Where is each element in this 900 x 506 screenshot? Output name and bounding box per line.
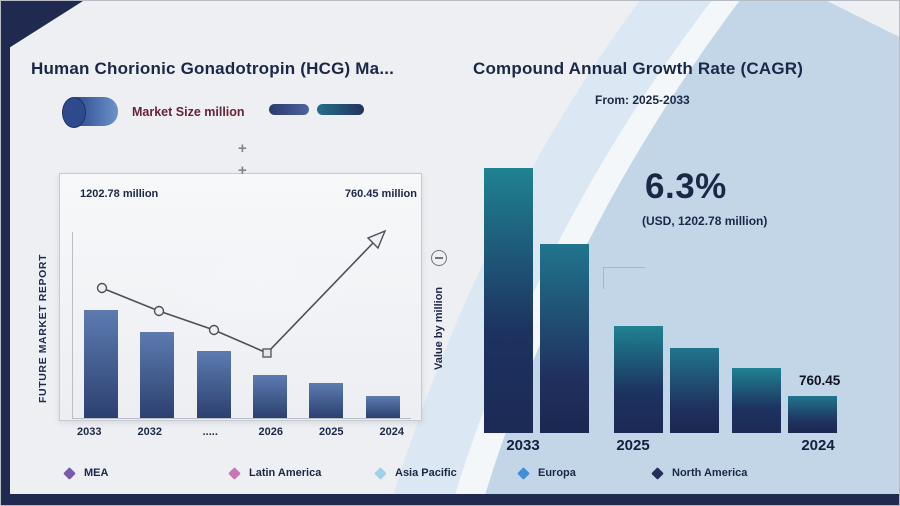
left-chart-bar-..... xyxy=(196,351,231,418)
left-chart-bar-2024 xyxy=(365,395,400,418)
decorative-bracket xyxy=(603,267,645,289)
right-chart-bar-2025-secondary xyxy=(670,348,719,433)
diamond-icon xyxy=(517,466,530,480)
legend-item-asia-pacific: Asia Pacific xyxy=(374,466,519,480)
trend-marker-circle xyxy=(153,305,165,317)
title-right: Compound Annual Growth Rate (CAGR) xyxy=(473,59,804,78)
legend-label: North America xyxy=(672,467,748,479)
legend-item-latin-america: Latin America xyxy=(228,466,376,480)
left-chart-bar-2032 xyxy=(140,332,175,418)
cylinder-icon xyxy=(62,97,118,128)
end-value-label: 760.45 xyxy=(799,373,841,388)
plus-icon: + xyxy=(238,162,247,179)
cagr-subtitle: (USD, 1202.78 million) xyxy=(642,214,768,228)
left-chart-max-label: 1202.78 million xyxy=(80,188,159,200)
future-market-report-label: FUTURE MARKET REPORT xyxy=(37,253,49,403)
right-chart-xlabel: 2024 xyxy=(801,437,835,454)
left-chart-xlabel: ..... xyxy=(202,426,218,438)
market-size-legend: Market Size million xyxy=(62,97,245,128)
left-chart-xlabel: 2032 xyxy=(137,426,162,438)
right-chart-xaxis: 2033 2025 2024 xyxy=(476,437,876,459)
trend-marker-circle xyxy=(208,324,220,336)
left-chart-xlabel: 2024 xyxy=(379,426,404,438)
legend-label: MEA xyxy=(84,467,109,479)
pill-navy-icon xyxy=(269,104,309,115)
right-chart-group-2025 xyxy=(614,151,719,433)
legend-item-north-america: North America xyxy=(651,466,748,480)
frame-bottom-bar xyxy=(1,494,899,505)
plus-icon: + xyxy=(238,140,247,157)
right-chart-bar-2033-primary xyxy=(484,167,533,433)
pill-teal-icon xyxy=(317,104,364,115)
right-chart-bar-2033-secondary xyxy=(540,244,589,433)
right-chart-bar-2025-primary xyxy=(614,325,663,433)
scale-pills xyxy=(269,104,364,115)
left-chart: 1202.78 million 760.45 million xyxy=(59,173,422,421)
legend-label: Europa xyxy=(538,467,576,479)
left-chart-bar-2026 xyxy=(253,375,288,418)
right-chart-xlabel: 2033 xyxy=(506,437,540,454)
legend-label: Latin America xyxy=(249,467,322,479)
trend-marker-circle xyxy=(96,282,108,294)
trend-line-svg xyxy=(96,229,387,358)
region-legend: MEA Latin America Asia Pacific Europa North … xyxy=(63,466,748,480)
diamond-icon xyxy=(374,466,387,480)
right-chart-bar-2024-primary xyxy=(732,368,781,433)
legend-label: Asia Pacific xyxy=(395,467,457,479)
right-chart: 2033 2025 2024 xyxy=(476,151,876,461)
left-chart-min-label: 760.45 million xyxy=(344,188,417,200)
left-chart-xlabel: 2033 xyxy=(77,426,102,438)
left-chart-bar-2033 xyxy=(84,310,119,418)
value-by-million-label: Value by million xyxy=(433,286,445,370)
title-left: Human Chorionic Gonadotropin (HCG) Ma... xyxy=(31,59,395,78)
diamond-icon xyxy=(63,466,76,480)
corner-triangle xyxy=(1,1,83,53)
diamond-icon xyxy=(651,466,664,480)
cagr-value: 6.3% xyxy=(645,167,727,206)
legend-item-mea: MEA xyxy=(63,466,230,480)
right-chart-xlabel: 2025 xyxy=(616,437,650,454)
left-chart-xaxis: 2033 2032..... 2026 2025 2024 xyxy=(59,426,422,438)
legend-item-europa: Europa xyxy=(517,466,653,480)
trend-marker-square xyxy=(262,348,272,358)
right-chart-bar-2024-secondary xyxy=(788,396,837,433)
right-chart-group-2024 xyxy=(732,151,837,433)
arrow-head-icon xyxy=(366,229,387,250)
right-chart-group-2033 xyxy=(484,151,589,433)
left-chart-xlabel: 2025 xyxy=(319,426,344,438)
right-chart-bars xyxy=(476,151,876,433)
market-size-label: Market Size million xyxy=(132,104,245,119)
left-chart-values: 1202.78 million 760.45 million xyxy=(60,174,421,200)
cagr-range-label: From: 2025-2033 xyxy=(595,93,690,107)
left-chart-bars xyxy=(72,232,411,419)
diamond-icon xyxy=(228,466,241,480)
frame-left-bar xyxy=(1,1,10,505)
left-chart-xlabel: 2026 xyxy=(258,426,283,438)
left-chart-bar-2025 xyxy=(309,382,344,418)
minus-circle-icon xyxy=(431,250,447,266)
